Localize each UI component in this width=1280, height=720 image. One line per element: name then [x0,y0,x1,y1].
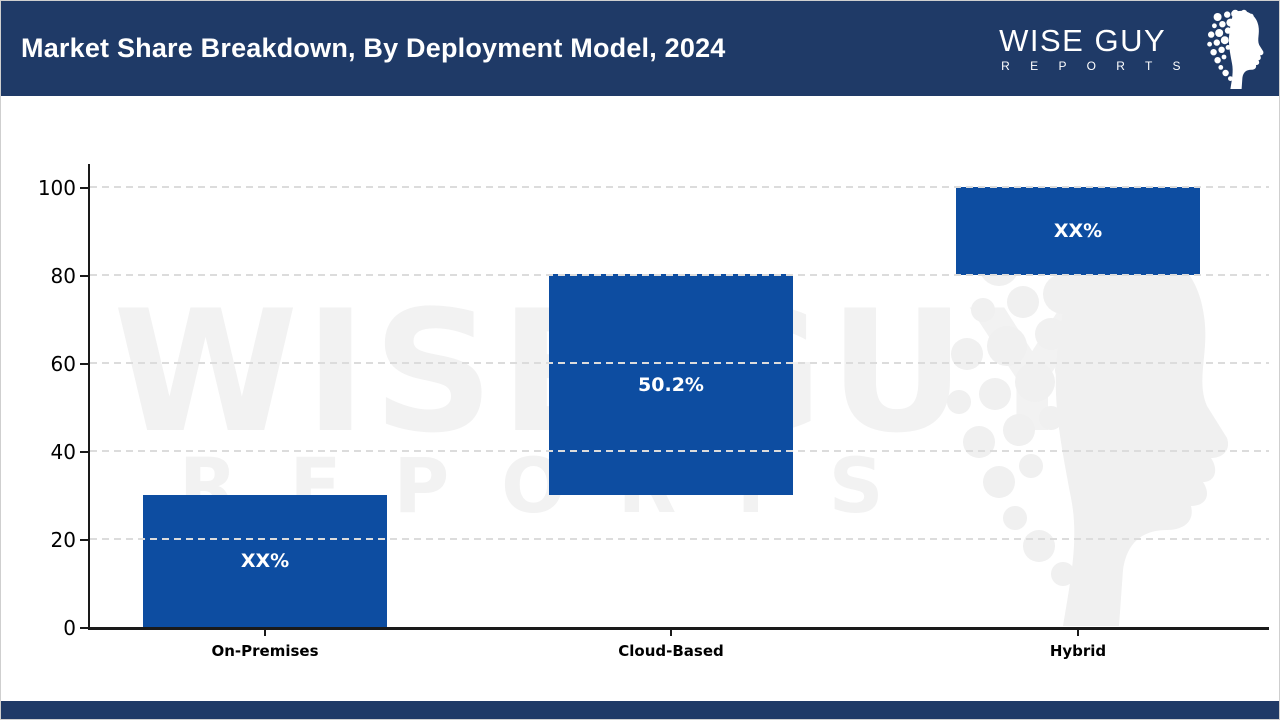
y-tick-label: 40 [50,440,76,464]
y-tick-100 [80,187,88,189]
y-tick-40 [80,451,88,453]
bar-value-label: 50.2% [638,373,704,396]
y-tick-20 [80,539,88,541]
brand-name: WISE GUY [999,22,1167,58]
bar-value-label: XX% [1053,220,1103,242]
brand-face-icon [1207,9,1264,89]
y-gridline-100 [90,186,1269,188]
y-tick-60 [80,363,88,365]
y-tick-0 [80,627,88,629]
bar-value-label: XX% [240,550,290,572]
y-gridline-20 [90,538,1269,540]
watermark-face-icon [947,230,1229,626]
y-tick-label: 0 [63,616,76,640]
brand-subtitle: R E P O R T S [1001,58,1189,73]
x-category-label: On-Premises [211,642,319,660]
y-gridline-80 [90,274,1269,276]
x-category-label: Cloud-Based [618,642,724,660]
footer-bar [1,701,1279,719]
x-tick-cloud-based [670,630,672,636]
y-tick-label: 60 [50,352,76,376]
x-tick-hybrid [1077,630,1079,636]
y-gridline-60 [90,362,1269,364]
header-bar: Market Share Breakdown, By Deployment Mo… [1,1,1279,96]
brand-logo: WISE GUY R E P O R T S [999,9,1265,89]
y-axis-spine [88,164,90,630]
x-category-label: Hybrid [1049,642,1107,660]
x-axis-spine [88,627,1269,630]
y-tick-label: 20 [50,528,76,552]
y-tick-label: 80 [50,264,76,288]
bar-on-premises [143,495,387,627]
chart-title: Market Share Breakdown, By Deployment Mo… [21,33,726,63]
x-tick-on-premises [264,630,266,636]
y-tick-80 [80,275,88,277]
y-gridline-40 [90,450,1269,452]
bar-cloud-based [549,274,793,495]
y-tick-label: 100 [37,176,76,200]
